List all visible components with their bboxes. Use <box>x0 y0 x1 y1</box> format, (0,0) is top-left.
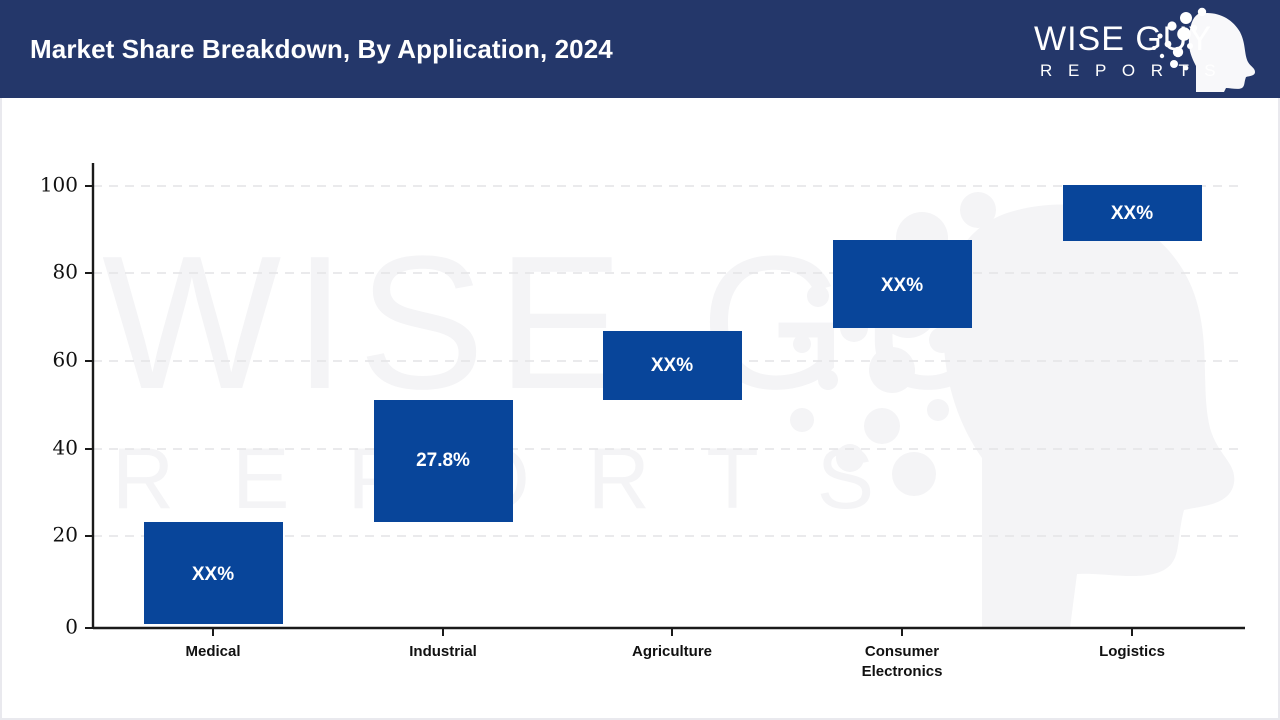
y-tick-marks <box>85 185 93 629</box>
page-header: Market Share Breakdown, By Application, … <box>0 0 1280 98</box>
bar-value-labels: XX% 27.8% XX% XX% XX% <box>192 203 1153 585</box>
bar-agriculture <box>603 331 742 400</box>
y-tick-20: 20 <box>53 523 78 547</box>
y-tick-labels: 100 80 60 40 20 0 <box>40 173 78 639</box>
y-tick-60: 60 <box>53 348 78 372</box>
chart-area: WISE GUY REPORTS <box>2 98 1278 718</box>
bars <box>144 185 1202 624</box>
bar-consumer-electronics <box>833 240 972 328</box>
x-tick-consumer-electronics-line1: Consumer <box>865 643 939 660</box>
page-title: Market Share Breakdown, By Application, … <box>30 33 613 64</box>
bar-label-logistics: XX% <box>1111 203 1153 224</box>
logo-head-icon <box>1152 7 1255 92</box>
x-tick-medical: Medical <box>185 643 240 660</box>
bar-medical <box>144 522 283 624</box>
y-tick-0: 0 <box>65 615 78 639</box>
axes <box>91 163 1245 630</box>
y-tick-80: 80 <box>53 260 78 284</box>
waterfall-chart: XX% 27.8% XX% XX% XX% <box>40 163 1245 680</box>
y-tick-100: 100 <box>40 173 78 197</box>
y-tick-40: 40 <box>53 436 78 460</box>
bar-label-agriculture: XX% <box>651 355 693 376</box>
x-tick-logistics: Logistics <box>1099 643 1165 660</box>
wise-guy-reports-logo: WISE GUY R E P O R T S <box>1026 6 1276 92</box>
x-tick-labels: Medical Industrial Agriculture Consumer … <box>185 643 1164 680</box>
bar-label-industrial: 27.8% <box>416 450 470 471</box>
logo-wordmark-line2: R E P O R T S <box>1040 61 1221 80</box>
bar-label-medical: XX% <box>192 564 234 585</box>
x-tick-agriculture: Agriculture <box>632 643 712 660</box>
logo-wordmark-line1: WISE GUY <box>1034 20 1212 58</box>
bar-label-consumer-electronics: XX% <box>881 275 923 296</box>
bar-industrial <box>374 400 513 522</box>
x-tick-industrial: Industrial <box>409 643 477 660</box>
bar-logistics <box>1063 185 1202 241</box>
x-tick-consumer-electronics-line2: Electronics <box>862 663 943 680</box>
x-tick-marks <box>212 628 1133 636</box>
